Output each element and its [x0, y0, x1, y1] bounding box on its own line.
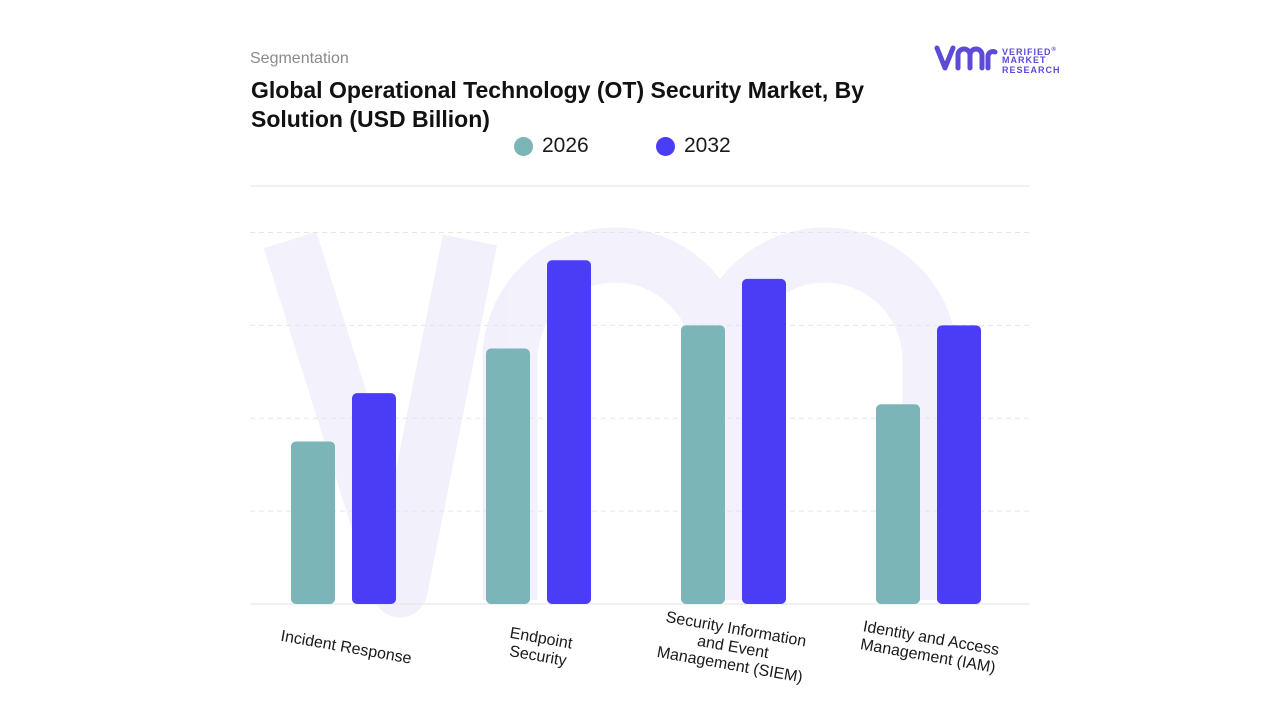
logo-word-verified: VERIFIED® [1002, 47, 1057, 57]
x-axis-labels: Incident Response EndpointSecurity Securit… [279, 609, 1001, 687]
bar-2026-3 [876, 404, 920, 604]
x-label-2: Security Informationand EventManagement … [656, 609, 811, 687]
bar-2026-2 [681, 325, 725, 604]
legend-swatch-2032 [656, 136, 675, 156]
bar-2026-1 [486, 348, 530, 604]
legend-label-2032: 2032 [684, 134, 731, 157]
x-label-1: EndpointSecurity [505, 625, 574, 671]
legend-swatch-2026 [514, 136, 533, 156]
x-label-3: Identity and AccessManagement (IAM) [859, 618, 1001, 676]
legend-item-2032: 2032 [656, 134, 731, 158]
logo-word-research: RESEARCH [1002, 65, 1061, 75]
legend-label-2026: 2026 [542, 134, 589, 157]
x-label-0-line-0: Incident Response [279, 628, 413, 668]
legend-item-2026: 2026 [514, 134, 589, 158]
segment-label: Segmentation [250, 50, 349, 67]
vmr-logo: VERIFIED® MARKET RESEARCH [934, 43, 1064, 77]
bar-2032-0 [352, 393, 396, 604]
chart-bars [291, 260, 981, 604]
bar-2026-0 [291, 441, 335, 604]
chart-legend: 2026 2032 [0, 134, 1280, 162]
vmr-logo-icon [934, 45, 998, 71]
x-label-0: Incident Response [279, 628, 413, 668]
bar-2032-1 [547, 260, 591, 604]
bar-2032-3 [937, 325, 981, 604]
chart-title: Global Operational Technology (OT) Secur… [251, 77, 865, 132]
logo-word-market: MARKET [1002, 55, 1047, 65]
bar-2032-2 [742, 278, 786, 604]
vmr-watermark [263, 227, 958, 618]
